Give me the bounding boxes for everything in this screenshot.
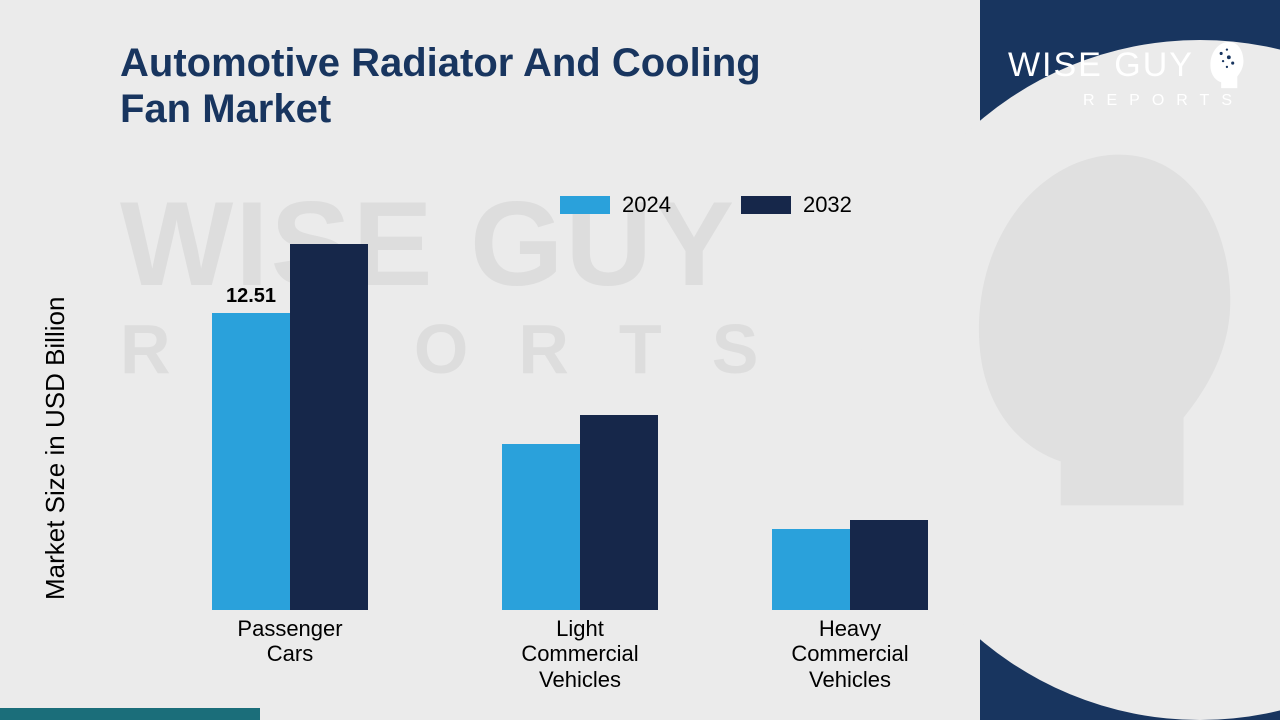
chart-plot-area: 12.51PassengerCars LightCommercialVehicle… [120, 230, 960, 610]
legend-label-2024: 2024 [622, 192, 671, 218]
legend-label-2032: 2032 [803, 192, 852, 218]
legend-swatch-2032 [741, 196, 791, 214]
bar-pair [770, 230, 930, 610]
y-axis-label: Market Size in USD Billion [40, 297, 71, 600]
bar-pair: 12.51 [210, 230, 370, 610]
logo-line1: WISE GUY [1008, 46, 1194, 85]
legend-item-2032: 2032 [741, 192, 852, 218]
bar-2024 [772, 529, 850, 610]
bar-pair [500, 230, 660, 610]
bar-group: LightCommercialVehicles [490, 230, 670, 610]
legend-swatch-2024 [560, 196, 610, 214]
bottom-accent-bar [0, 708, 260, 720]
bar-value-label: 12.51 [226, 285, 276, 308]
bar-2032 [290, 244, 368, 610]
bar-2024: 12.51 [212, 313, 290, 610]
category-label: PassengerCars [190, 616, 390, 667]
category-label: LightCommercialVehicles [480, 616, 680, 692]
legend-item-2024: 2024 [560, 192, 671, 218]
bar-2032 [850, 520, 928, 610]
bar-2024 [502, 444, 580, 610]
category-label: HeavyCommercialVehicles [750, 616, 950, 692]
bar-group: HeavyCommercialVehicles [760, 230, 940, 610]
logo-line2: REPORTS [1008, 92, 1250, 110]
brand-logo: WISE GUY REPORTS [1008, 40, 1250, 110]
bar-2032 [580, 415, 658, 610]
legend: 2024 2032 [560, 192, 852, 218]
bar-group: 12.51PassengerCars [200, 230, 380, 610]
chart-title: Automotive Radiator And Cooling Fan Mark… [120, 40, 840, 132]
logo-head-icon [1200, 40, 1250, 90]
chart-canvas: WISE GUY REPORTS WISE GUY REPORTS Automo… [0, 0, 1280, 720]
